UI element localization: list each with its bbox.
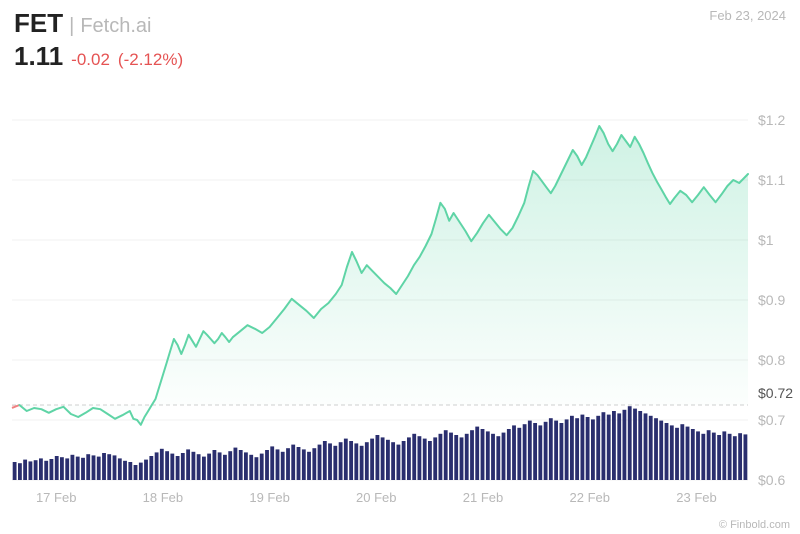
svg-text:$1.2: $1.2	[758, 112, 785, 128]
svg-text:20 Feb: 20 Feb	[356, 490, 396, 505]
svg-text:$0.72: $0.72	[758, 385, 793, 401]
svg-text:$0.7: $0.7	[758, 412, 785, 428]
chart-svg: $0.6 $0.7 $0.8 $0.9 $1 $1.1 $1.2 $0.72 17 Feb 18 …	[0, 90, 800, 534]
ticker-symbol: FET	[14, 8, 63, 39]
ticker-row: FET | Fetch.ai	[14, 8, 183, 39]
price-row: 1.11 -0.02 (-2.12%)	[14, 41, 183, 72]
svg-text:$1.1: $1.1	[758, 172, 785, 188]
asset-name: Fetch.ai	[80, 15, 151, 38]
svg-text:21 Feb: 21 Feb	[463, 490, 503, 505]
svg-text:$0.6: $0.6	[758, 472, 785, 488]
date-label: Feb 23, 2024	[709, 8, 786, 23]
svg-text:23 Feb: 23 Feb	[676, 490, 716, 505]
svg-text:$1: $1	[758, 232, 774, 248]
price-change: -0.02	[71, 50, 110, 70]
price-chart: $0.6 $0.7 $0.8 $0.9 $1 $1.1 $1.2 $0.72 17 Feb 18 …	[0, 90, 800, 534]
svg-text:19 Feb: 19 Feb	[249, 490, 289, 505]
svg-text:18 Feb: 18 Feb	[143, 490, 183, 505]
current-price: 1.11	[14, 41, 63, 72]
svg-text:$0.8: $0.8	[758, 352, 785, 368]
separator: |	[69, 15, 74, 38]
svg-text:17 Feb: 17 Feb	[36, 490, 76, 505]
svg-text:$0.9: $0.9	[758, 292, 785, 308]
chart-header: FET | Fetch.ai 1.11 -0.02 (-2.12%)	[14, 8, 183, 72]
svg-text:22 Feb: 22 Feb	[570, 490, 610, 505]
price-change-pct: (-2.12%)	[118, 50, 183, 70]
